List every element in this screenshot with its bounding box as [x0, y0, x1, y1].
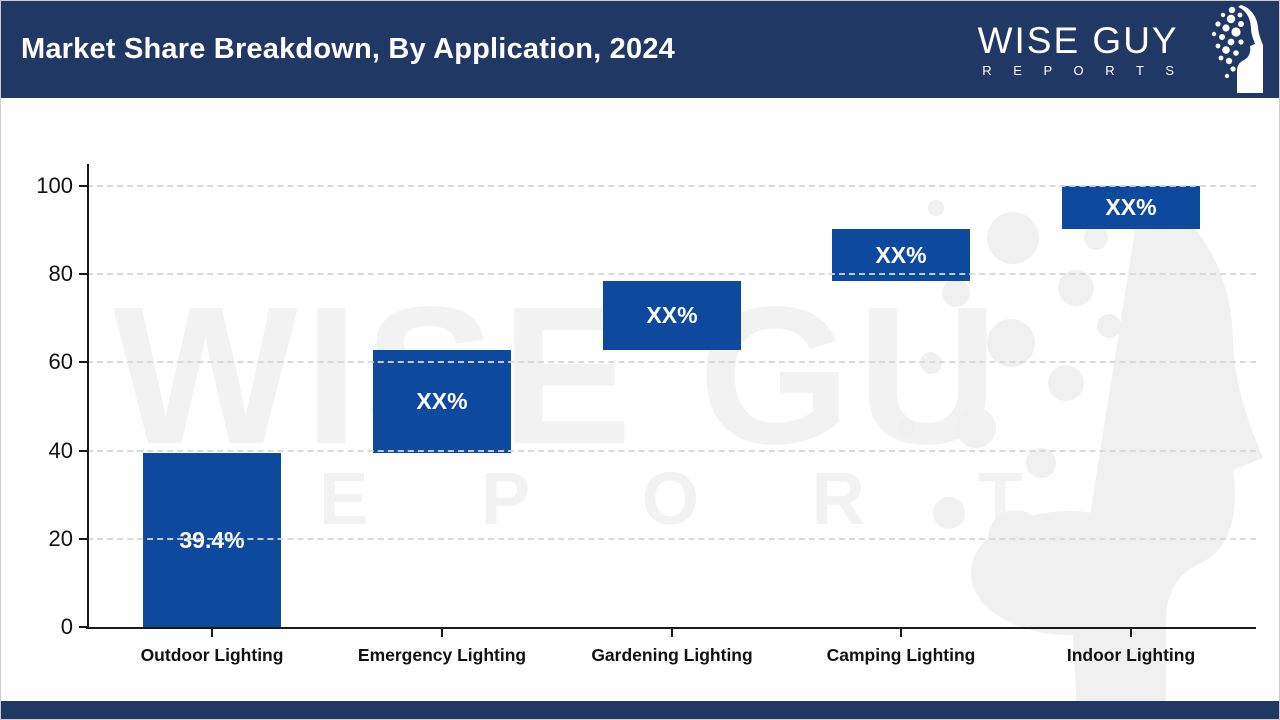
bar-value-label: XX% — [875, 241, 927, 268]
y-tick-label: 0 — [60, 614, 73, 639]
gridline-40 — [87, 449, 1256, 452]
x-axis-label: Camping Lighting — [826, 645, 976, 665]
chart-region: WISE GU R E P O R T S 39.4% XX% XX% XX% — [1, 98, 1279, 703]
brand-subname: R E P O R T S — [982, 62, 1183, 78]
bar-outdoor-lighting: 39.4% — [143, 453, 281, 627]
x-axis-label: Emergency Lighting — [357, 645, 527, 665]
footer-band — [1, 701, 1279, 719]
bar-indoor-lighting: XX% — [1062, 186, 1200, 230]
brand-name: WISE GUY — [977, 19, 1179, 61]
bar-value-label: 39.4% — [179, 526, 245, 553]
head-profile-icon — [1185, 1, 1263, 98]
gridline-100 — [87, 185, 1256, 187]
bar-gardening-lighting: XX% — [603, 281, 741, 351]
bar-value-label: XX% — [646, 302, 698, 329]
x-tick-mark — [441, 629, 443, 637]
x-axis-label: Indoor Lighting — [1066, 645, 1196, 665]
x-axis-label: Gardening Lighting — [591, 645, 753, 665]
brand-logo: WISE GUY R E P O R T S — [973, 1, 1263, 98]
y-tick-label: 40 — [48, 437, 73, 463]
watermark-subbrand: R E P O R T S — [153, 457, 1231, 540]
header-band: Market Share Breakdown, By Application, … — [1, 1, 1279, 98]
x-tick-mark — [211, 629, 213, 637]
y-tick-mark — [79, 449, 87, 452]
y-tick-label: 100 — [36, 173, 73, 198]
gridline-60 — [87, 361, 1256, 364]
bar-value-label: XX% — [416, 388, 468, 415]
bar-emergency-lighting: XX% — [373, 350, 511, 454]
gridline-80 — [87, 273, 1256, 276]
y-axis-line — [87, 164, 89, 629]
x-tick-mark — [900, 629, 902, 637]
x-tick-mark — [671, 629, 673, 637]
y-tick-mark — [79, 537, 87, 540]
page-title: Market Share Breakdown, By Application, … — [21, 33, 675, 65]
y-tick-mark — [79, 185, 87, 187]
x-axis-line — [86, 627, 1256, 629]
bar-value-label: XX% — [1105, 194, 1157, 221]
gridline-20 — [87, 537, 1256, 540]
y-tick-mark — [79, 626, 87, 628]
y-tick-mark — [79, 361, 87, 364]
y-tick-label: 20 — [48, 525, 73, 551]
y-tick-label: 60 — [48, 349, 73, 375]
x-tick-mark — [1130, 629, 1132, 637]
brand-logo-text: WISE GUY R E P O R T S — [973, 22, 1183, 78]
y-tick-label: 80 — [48, 261, 73, 287]
y-tick-mark — [79, 273, 87, 276]
x-axis-label: Outdoor Lighting — [140, 645, 284, 665]
